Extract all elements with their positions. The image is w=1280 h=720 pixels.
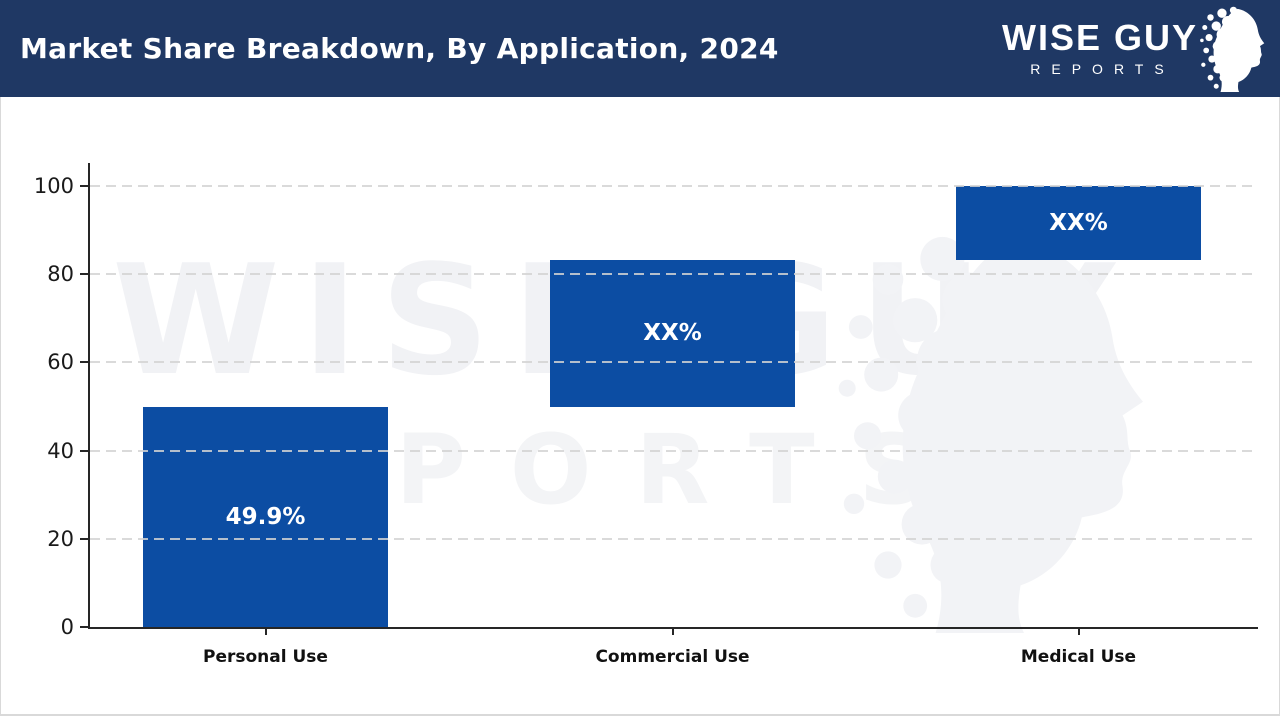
bar-value-label: XX% (1049, 209, 1108, 236)
header: Market Share Breakdown, By Application, … (0, 0, 1280, 97)
logo-head-icon (1196, 6, 1268, 92)
y-tick-label: 40 (47, 438, 74, 463)
plot-area: 0 20 40 60 80 100 49.9% Personal Use XX% Commerci… (34, 163, 1258, 667)
gridline-100 (90, 185, 1258, 187)
wise-guy-logo: WISE GUY REPORTS (1002, 6, 1268, 92)
bar-medical-use: XX% (956, 186, 1201, 260)
gridline-80 (90, 273, 1258, 276)
bar-value-label: 49.9% (225, 503, 306, 530)
bar-personal-use: 49.9% (143, 406, 388, 627)
x-category-label-medical-use: Medical Use (1020, 647, 1137, 667)
gridline-20 (90, 537, 1258, 540)
y-tick-mark (80, 537, 88, 540)
bar-commercial-use: XX% (550, 259, 795, 407)
gridline-40 (90, 449, 1258, 452)
bar-value-label: XX% (643, 320, 702, 347)
chart-area: WISE GUY REPORTS 02040608010049.9%Person… (0, 97, 1280, 720)
y-tick-mark (80, 185, 88, 187)
logo-reports-text: REPORTS (1030, 61, 1175, 77)
y-tick-label: 60 (47, 350, 74, 375)
x-tick-mark (1077, 629, 1080, 635)
x-tick-mark (264, 629, 267, 635)
y-tick-label: 0 (60, 615, 74, 639)
y-tick-mark (80, 273, 88, 276)
y-tick-label: 80 (47, 262, 74, 287)
y-tick-mark (80, 449, 88, 452)
x-category-label-personal-use: Personal Use (203, 647, 328, 667)
y-tick-mark (80, 626, 88, 628)
x-category-label-commercial-use: Commercial Use (595, 647, 750, 667)
x-tick-mark (671, 629, 674, 635)
y-tick-label: 20 (47, 526, 74, 551)
y-tick-mark (80, 361, 88, 364)
y-tick-label: 100 (33, 174, 74, 198)
logo-wiseguy-text: WISE GUY (1001, 17, 1198, 58)
gridline-60 (90, 361, 1258, 364)
page-title: Market Share Breakdown, By Application, … (20, 32, 779, 65)
logo-text: WISE GUY REPORTS (1001, 17, 1198, 78)
